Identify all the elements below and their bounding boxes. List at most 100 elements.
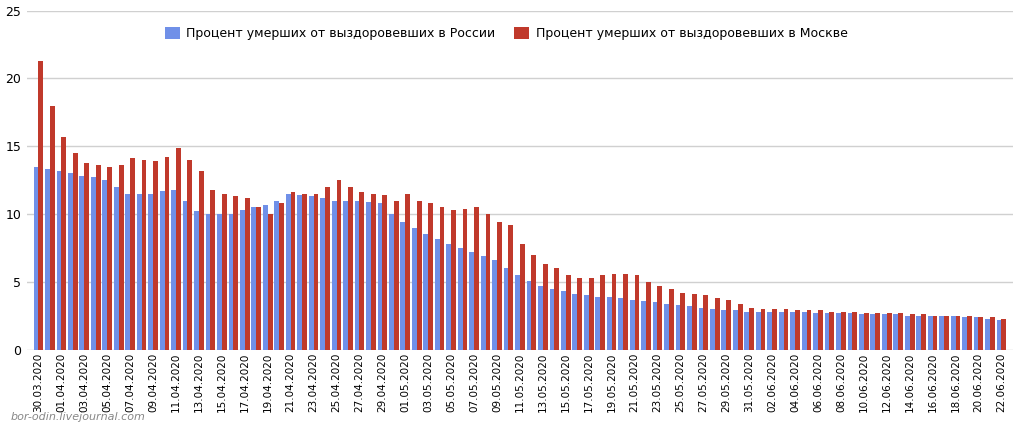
Bar: [985, 319, 990, 350]
Bar: [791, 312, 795, 350]
Bar: [837, 313, 841, 350]
Bar: [756, 312, 761, 350]
Bar: [813, 313, 818, 350]
Bar: [607, 297, 611, 350]
Bar: [504, 268, 509, 350]
Bar: [160, 191, 165, 350]
Bar: [979, 317, 983, 350]
Bar: [722, 311, 726, 350]
Bar: [114, 187, 119, 350]
Bar: [497, 222, 502, 350]
Bar: [217, 214, 222, 350]
Bar: [646, 282, 651, 350]
Bar: [195, 211, 199, 350]
Bar: [680, 293, 685, 350]
Bar: [715, 298, 720, 350]
Bar: [572, 294, 578, 350]
Bar: [267, 214, 272, 350]
Bar: [480, 256, 485, 350]
Bar: [417, 201, 422, 350]
Bar: [526, 281, 531, 350]
Bar: [939, 316, 944, 350]
Bar: [802, 312, 807, 350]
Bar: [302, 194, 307, 350]
Bar: [635, 275, 639, 350]
Bar: [726, 299, 731, 350]
Bar: [469, 252, 474, 350]
Bar: [818, 311, 823, 350]
Bar: [928, 316, 933, 350]
Bar: [687, 306, 692, 350]
Text: bor-odin.livejournal.com: bor-odin.livejournal.com: [10, 412, 145, 422]
Bar: [325, 187, 330, 350]
Bar: [887, 313, 892, 350]
Bar: [733, 311, 737, 350]
Bar: [187, 160, 193, 350]
Bar: [652, 302, 657, 350]
Bar: [692, 294, 696, 350]
Bar: [676, 305, 680, 350]
Bar: [354, 201, 359, 350]
Bar: [493, 260, 497, 350]
Bar: [389, 214, 394, 350]
Bar: [554, 268, 559, 350]
Bar: [210, 190, 215, 350]
Bar: [240, 210, 245, 350]
Bar: [245, 198, 250, 350]
Bar: [566, 275, 570, 350]
Bar: [439, 207, 444, 350]
Bar: [130, 158, 135, 350]
Bar: [905, 316, 909, 350]
Bar: [538, 286, 543, 350]
Bar: [423, 234, 428, 350]
Bar: [108, 167, 112, 350]
Bar: [795, 311, 800, 350]
Bar: [171, 190, 176, 350]
Bar: [343, 201, 348, 350]
Bar: [435, 239, 439, 350]
Bar: [141, 160, 146, 350]
Bar: [779, 312, 783, 350]
Bar: [367, 202, 371, 350]
Bar: [909, 314, 914, 350]
Bar: [274, 201, 280, 350]
Bar: [148, 194, 154, 350]
Bar: [428, 203, 433, 350]
Bar: [848, 313, 852, 350]
Bar: [807, 311, 811, 350]
Bar: [876, 313, 880, 350]
Bar: [950, 316, 955, 350]
Bar: [412, 227, 417, 350]
Bar: [665, 304, 669, 350]
Bar: [859, 314, 864, 350]
Bar: [406, 194, 410, 350]
Bar: [252, 207, 256, 350]
Bar: [710, 309, 715, 350]
Bar: [737, 304, 742, 350]
Bar: [337, 180, 341, 350]
Bar: [543, 264, 548, 350]
Bar: [882, 314, 887, 350]
Bar: [624, 274, 628, 350]
Bar: [291, 193, 296, 350]
Bar: [595, 297, 600, 350]
Bar: [56, 171, 61, 350]
Bar: [657, 286, 663, 350]
Bar: [829, 312, 835, 350]
Bar: [618, 298, 624, 350]
Bar: [485, 214, 490, 350]
Bar: [73, 153, 78, 350]
Bar: [176, 147, 181, 350]
Bar: [165, 157, 169, 350]
Bar: [933, 316, 937, 350]
Bar: [297, 195, 302, 350]
Bar: [91, 178, 96, 350]
Bar: [371, 194, 376, 350]
Bar: [125, 194, 130, 350]
Bar: [922, 314, 926, 350]
Bar: [561, 291, 566, 350]
Bar: [228, 214, 233, 350]
Bar: [698, 308, 703, 350]
Bar: [898, 313, 903, 350]
Bar: [578, 278, 582, 350]
